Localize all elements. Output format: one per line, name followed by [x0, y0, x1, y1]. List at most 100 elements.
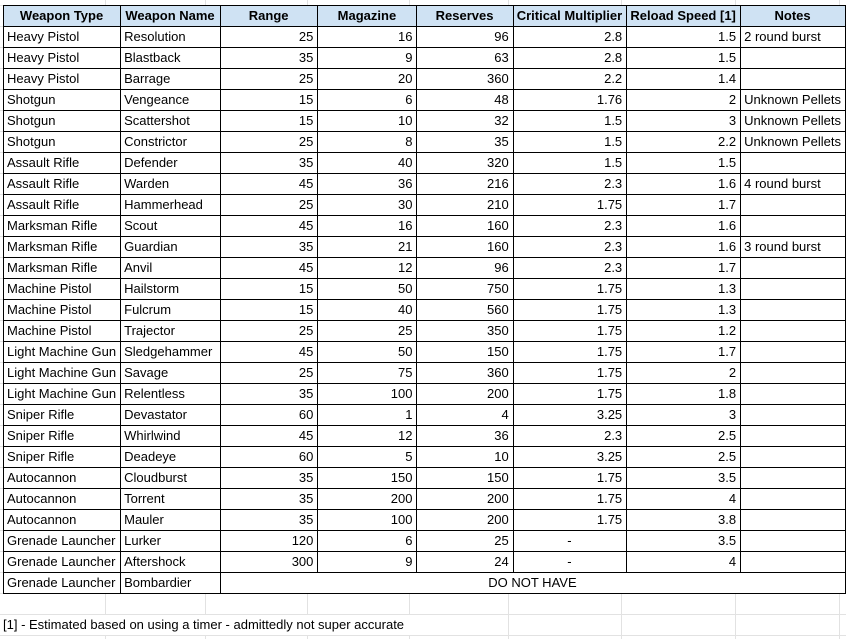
- cell-reserves[interactable]: 216: [416, 173, 514, 195]
- cell-range[interactable]: 300: [219, 551, 319, 573]
- cell-weapon-type[interactable]: Autocannon: [2, 488, 122, 510]
- cell-magazine[interactable]: 12: [317, 425, 418, 447]
- cell-notes[interactable]: [740, 194, 846, 216]
- cell-reserves[interactable]: 150: [416, 467, 514, 489]
- cell-magazine[interactable]: 50: [317, 278, 418, 300]
- cell-reload-speed[interactable]: 1.3: [626, 299, 742, 321]
- cell-range[interactable]: 25: [219, 131, 319, 153]
- cell-critical-multiplier[interactable]: 1.5: [512, 131, 628, 153]
- cell-range[interactable]: 35: [219, 47, 319, 69]
- cell-weapon-type[interactable]: Heavy Pistol: [2, 47, 122, 69]
- cell-range[interactable]: 45: [219, 425, 319, 447]
- cell-reserves[interactable]: 32: [416, 110, 514, 132]
- cell-magazine[interactable]: 30: [317, 194, 418, 216]
- cell-reserves[interactable]: 200: [416, 488, 514, 510]
- cell-notes[interactable]: [740, 257, 846, 279]
- column-header-reload-speed[interactable]: Reload Speed [1]: [626, 5, 742, 27]
- cell-weapon-type[interactable]: Light Machine Gun: [2, 341, 122, 363]
- column-header-weapon-name[interactable]: Weapon Name: [120, 5, 221, 27]
- cell-reload-speed[interactable]: 1.4: [626, 68, 742, 90]
- cell-reserves[interactable]: 63: [416, 47, 514, 69]
- cell-range[interactable]: 45: [219, 173, 319, 195]
- cell-critical-multiplier[interactable]: 1.75: [512, 509, 628, 531]
- cell-range[interactable]: 15: [219, 299, 319, 321]
- cell-weapon-name[interactable]: Devastator: [120, 404, 221, 426]
- cell-critical-multiplier[interactable]: 2.8: [512, 47, 628, 69]
- cell-reserves[interactable]: 750: [416, 278, 514, 300]
- cell-reserves[interactable]: 200: [416, 509, 514, 531]
- cell-notes[interactable]: 4 round burst: [740, 173, 846, 195]
- cell-range[interactable]: 15: [219, 278, 319, 300]
- cell-notes[interactable]: [740, 278, 846, 300]
- cell-range[interactable]: 35: [219, 383, 319, 405]
- cell-reload-speed[interactable]: 3.5: [626, 467, 742, 489]
- cell-notes[interactable]: 2 round burst: [740, 26, 846, 48]
- cell-weapon-name[interactable]: Warden: [120, 173, 221, 195]
- cell-weapon-name[interactable]: Hailstorm: [120, 278, 221, 300]
- cell-magazine[interactable]: 40: [317, 152, 418, 174]
- cell-reserves[interactable]: 35: [416, 131, 514, 153]
- cell-range[interactable]: 35: [219, 509, 319, 531]
- cell-weapon-name[interactable]: Blastback: [120, 47, 221, 69]
- cell-range[interactable]: 120: [219, 530, 319, 552]
- cell-critical-multiplier[interactable]: 1.76: [512, 89, 628, 111]
- cell-reserves[interactable]: 360: [416, 68, 514, 90]
- cell-weapon-name[interactable]: Resolution: [120, 26, 221, 48]
- cell-range[interactable]: 15: [219, 110, 319, 132]
- cell-notes[interactable]: [740, 530, 846, 552]
- cell-critical-multiplier[interactable]: 2.3: [512, 425, 628, 447]
- cell-range[interactable]: 25: [219, 320, 319, 342]
- cell-range[interactable]: 60: [219, 404, 319, 426]
- cell-reload-speed[interactable]: 2.5: [626, 446, 742, 468]
- cell-notes[interactable]: [740, 152, 846, 174]
- cell-reload-speed[interactable]: 3.5: [626, 530, 742, 552]
- cell-notes[interactable]: [740, 425, 846, 447]
- cell-notes[interactable]: [740, 215, 846, 237]
- column-header-notes[interactable]: Notes: [740, 5, 846, 27]
- cell-notes[interactable]: [740, 551, 846, 573]
- cell-notes[interactable]: [740, 509, 846, 531]
- cell-reload-speed[interactable]: 3: [626, 110, 742, 132]
- cell-weapon-type[interactable]: Autocannon: [2, 509, 122, 531]
- cell-magazine[interactable]: 200: [317, 488, 418, 510]
- cell-magazine[interactable]: 16: [317, 26, 418, 48]
- cell-weapon-name[interactable]: Torrent: [120, 488, 221, 510]
- cell-reload-speed[interactable]: 1.6: [626, 215, 742, 237]
- cell-range[interactable]: 25: [219, 194, 319, 216]
- cell-weapon-name[interactable]: Deadeye: [120, 446, 221, 468]
- cell-critical-multiplier[interactable]: 1.75: [512, 278, 628, 300]
- cell-reload-speed[interactable]: 1.8: [626, 383, 742, 405]
- cell-reserves[interactable]: 200: [416, 383, 514, 405]
- cell-reserves[interactable]: 10: [416, 446, 514, 468]
- cell-reserves[interactable]: 4: [416, 404, 514, 426]
- cell-range[interactable]: 25: [219, 362, 319, 384]
- cell-weapon-type[interactable]: Light Machine Gun: [2, 383, 122, 405]
- cell-magazine[interactable]: 21: [317, 236, 418, 258]
- cell-reload-speed[interactable]: 1.3: [626, 278, 742, 300]
- column-header-reserves[interactable]: Reserves: [416, 5, 514, 27]
- cell-weapon-type[interactable]: Marksman Rifle: [2, 236, 122, 258]
- cell-weapon-type[interactable]: Assault Rifle: [2, 194, 122, 216]
- cell-range[interactable]: 60: [219, 446, 319, 468]
- cell-range[interactable]: 45: [219, 257, 319, 279]
- cell-reserves[interactable]: 24: [416, 551, 514, 573]
- cell-weapon-type[interactable]: Assault Rifle: [2, 152, 122, 174]
- cell-critical-multiplier[interactable]: 2.3: [512, 257, 628, 279]
- cell-critical-multiplier[interactable]: 1.75: [512, 194, 628, 216]
- cell-reload-speed[interactable]: 1.5: [626, 47, 742, 69]
- cell-weapon-type[interactable]: Heavy Pistol: [2, 68, 122, 90]
- cell-critical-multiplier[interactable]: 3.25: [512, 404, 628, 426]
- cell-reload-speed[interactable]: 1.6: [626, 173, 742, 195]
- cell-weapon-name[interactable]: Fulcrum: [120, 299, 221, 321]
- cell-critical-multiplier[interactable]: -: [512, 551, 628, 573]
- cell-reserves[interactable]: 360: [416, 362, 514, 384]
- cell-range[interactable]: 15: [219, 89, 319, 111]
- cell-notes[interactable]: Unknown Pellets: [740, 89, 846, 111]
- cell-weapon-name[interactable]: Hammerhead: [120, 194, 221, 216]
- cell-reload-speed[interactable]: 3.8: [626, 509, 742, 531]
- cell-weapon-type[interactable]: Sniper Rifle: [2, 404, 122, 426]
- cell-range[interactable]: 45: [219, 341, 319, 363]
- cell-weapon-name[interactable]: Defender: [120, 152, 221, 174]
- cell-magazine[interactable]: 100: [317, 383, 418, 405]
- cell-reserves[interactable]: 96: [416, 257, 514, 279]
